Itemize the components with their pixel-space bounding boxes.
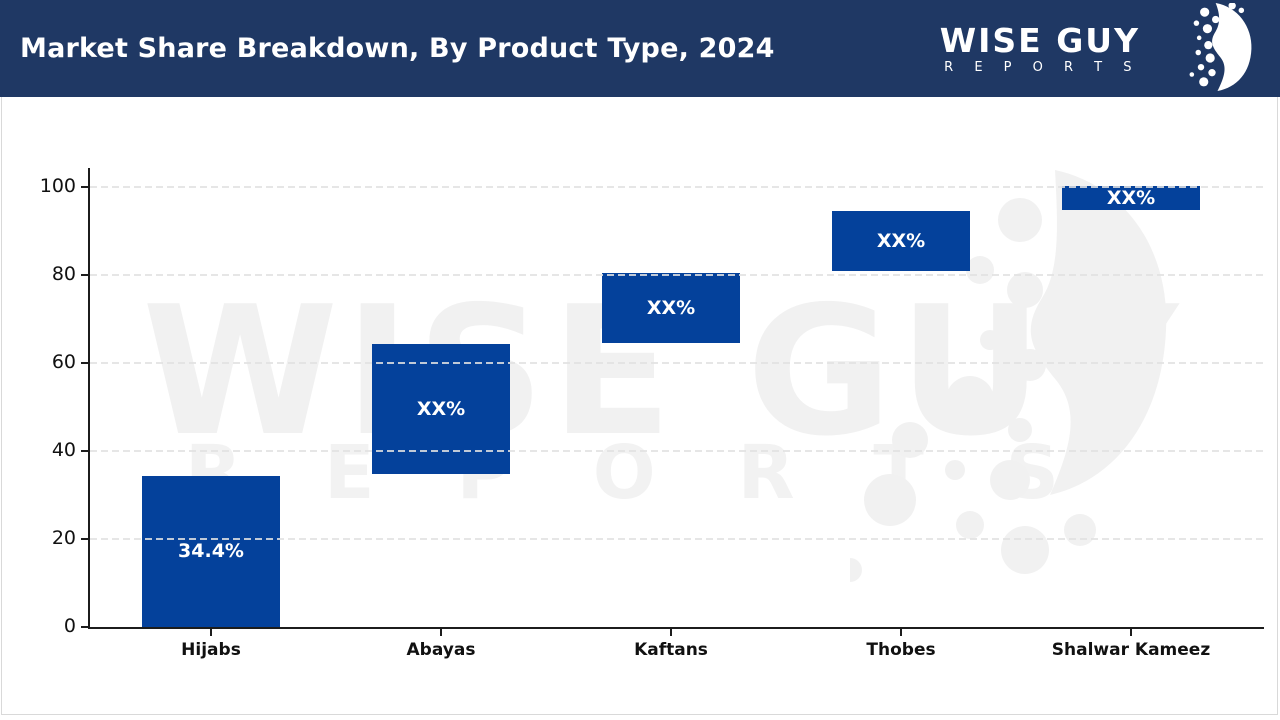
bar-value-label: XX%: [876, 230, 926, 253]
y-tick: [81, 626, 89, 628]
x-tick: [1130, 629, 1132, 636]
bar-value-label: XX%: [646, 296, 696, 319]
y-tick-label: 60: [51, 351, 76, 373]
y-axis-line: [88, 168, 90, 629]
y-tick: [81, 362, 89, 364]
x-tick-label: Thobes: [866, 640, 936, 660]
y-tick: [81, 274, 89, 276]
brand-face-icon: [1146, 1, 1256, 95]
x-tick-label: Shalwar Kameez: [1051, 640, 1211, 660]
x-tick: [670, 629, 672, 636]
x-tick: [900, 629, 902, 636]
gridline-80: [90, 274, 1264, 276]
gridline-20: [90, 538, 1264, 540]
y-tick: [81, 450, 89, 452]
y-tick: [81, 538, 89, 540]
header-bar: Market Share Breakdown, By Product Type,…: [0, 0, 1280, 97]
x-tick: [440, 629, 442, 636]
bar-value-label: XX%: [416, 397, 466, 420]
bar-shalwar-kameez: XX%: [1062, 186, 1200, 210]
x-tick-label: Abayas: [406, 640, 476, 660]
brand-subtitle: R E P O R T S: [944, 59, 1140, 75]
brand-name: WISE GUY: [939, 20, 1140, 60]
x-tick-label: Kaftans: [634, 640, 708, 660]
y-tick-label: 100: [39, 175, 76, 197]
page-title: Market Share Breakdown, By Product Type,…: [20, 33, 775, 64]
y-tick-label: 0: [63, 615, 76, 637]
gridline-60: [90, 362, 1264, 364]
bar-hijabs: 34.4%: [142, 475, 280, 627]
brand-logo: WISE GUY R E P O R T S: [940, 1, 1256, 95]
gridline-40: [90, 450, 1264, 452]
bar-value-label: XX%: [1106, 186, 1156, 209]
bar-kaftans: XX%: [602, 272, 740, 344]
x-tick: [210, 629, 212, 636]
bar-abayas: XX%: [372, 344, 510, 474]
gridline-100: [90, 186, 1264, 188]
y-tick: [81, 186, 89, 188]
y-tick-label: 20: [51, 527, 76, 549]
y-tick-label: 40: [51, 439, 76, 461]
x-axis-line: [88, 627, 1264, 629]
y-tick-label: 80: [51, 263, 76, 285]
x-tick-label: Hijabs: [181, 640, 241, 660]
brand-logo-text: WISE GUY R E P O R T S: [940, 24, 1140, 74]
watermark-head-icon: [838, 130, 1180, 634]
bar-value-label: 34.4%: [178, 540, 244, 563]
bar-thobes: XX%: [832, 211, 970, 272]
